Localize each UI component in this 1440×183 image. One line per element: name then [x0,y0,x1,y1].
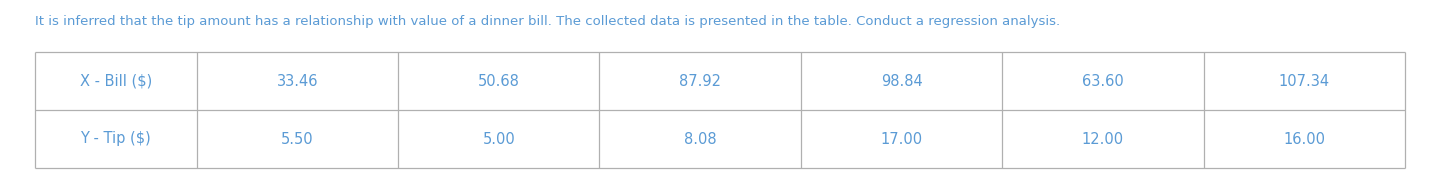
Text: 63.60: 63.60 [1081,74,1123,89]
Text: 33.46: 33.46 [276,74,318,89]
Text: 50.68: 50.68 [478,74,520,89]
Text: 17.00: 17.00 [880,132,923,147]
Text: It is inferred that the tip amount has a relationship with value of a dinner bil: It is inferred that the tip amount has a… [35,16,1060,29]
Text: 12.00: 12.00 [1081,132,1125,147]
Text: 107.34: 107.34 [1279,74,1331,89]
Text: 16.00: 16.00 [1283,132,1325,147]
Text: Y - Tip ($): Y - Tip ($) [81,132,151,147]
Text: 8.08: 8.08 [684,132,717,147]
Text: 5.50: 5.50 [281,132,314,147]
Text: 87.92: 87.92 [680,74,721,89]
Text: 5.00: 5.00 [482,132,516,147]
Text: X - Bill ($): X - Bill ($) [79,74,153,89]
Text: 98.84: 98.84 [881,74,923,89]
